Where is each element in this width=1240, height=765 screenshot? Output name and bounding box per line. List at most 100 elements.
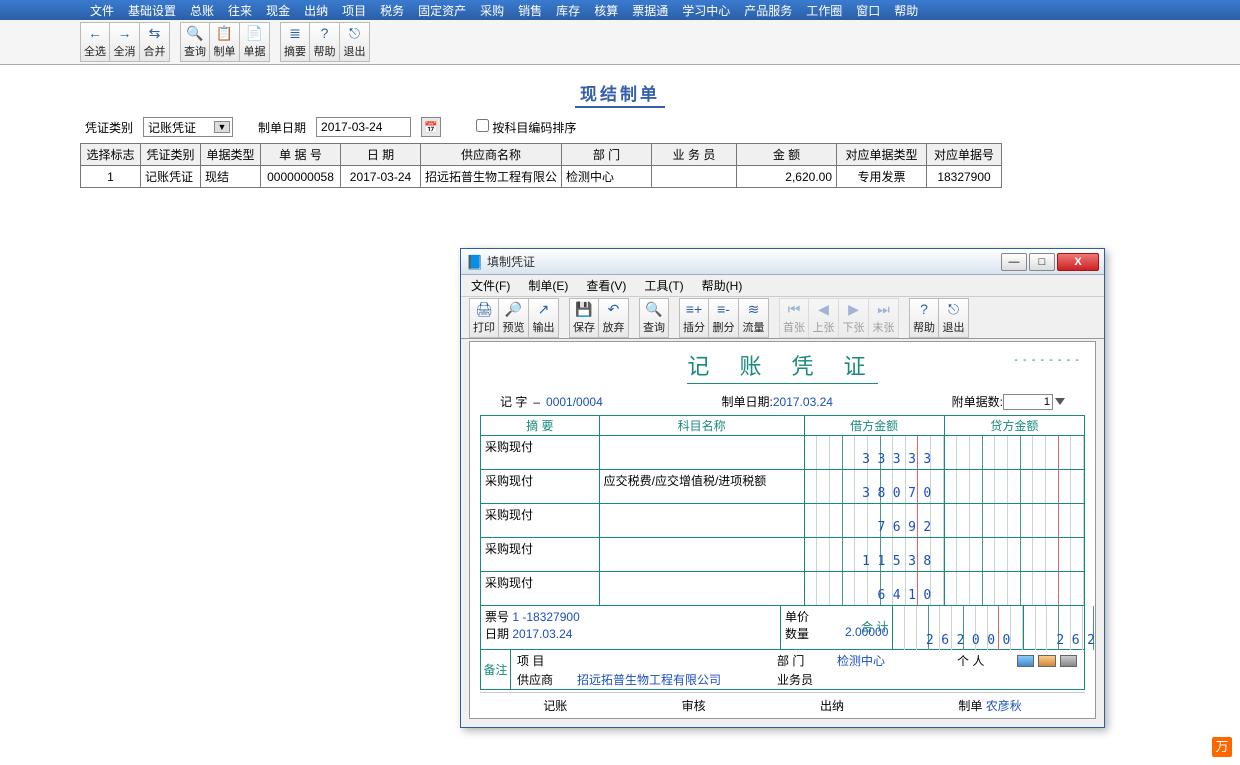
col-0[interactable]: 选择标志 (81, 144, 141, 166)
vmenu-工具(T)[interactable]: 工具(T) (644, 277, 683, 294)
tb-首张[interactable]: ⏮首张 (779, 298, 809, 338)
tb-帮助[interactable]: ?帮助 (909, 298, 939, 338)
col-9[interactable]: 对应单据类型 (837, 144, 927, 166)
sort-checkbox-wrap[interactable]: 按科目编码排序 (476, 119, 576, 136)
menu-帮助[interactable]: 帮助 (894, 2, 918, 19)
tb-退出[interactable]: ⎋退出 (939, 298, 969, 338)
vmenu-制单(E)[interactable]: 制单(E) (528, 277, 568, 294)
tb-末张[interactable]: ⏭末张 (869, 298, 899, 338)
dropdown-icon[interactable] (1055, 398, 1065, 405)
vmenu-帮助(H)[interactable]: 帮助(H) (702, 277, 743, 294)
tb-制单[interactable]: 📋制单 (210, 22, 240, 62)
vmenu-查看(V)[interactable]: 查看(V) (586, 277, 626, 294)
menu-文件[interactable]: 文件 (90, 2, 114, 19)
col-6[interactable]: 部 门 (562, 144, 652, 166)
ledger-row[interactable]: 采购现付7692 (481, 504, 1085, 538)
menu-票据通[interactable]: 票据通 (632, 2, 668, 19)
tb-输出[interactable]: ↗输出 (529, 298, 559, 338)
voucher-seq: 0001/0004 (546, 395, 603, 409)
col-3[interactable]: 单 据 号 (261, 144, 341, 166)
voucher-menubar[interactable]: 文件(F) 制单(E) 查看(V) 工具(T) 帮助(H) (461, 275, 1104, 297)
voucher-heading: 记 账 凭 证 (480, 346, 1085, 390)
maximize-button[interactable]: □ (1029, 253, 1055, 271)
tb-退出[interactable]: ⎋退出 (340, 22, 370, 62)
voucher-window: 📘 填制凭证 — □ X 文件(F) 制单(E) 查看(V) 工具(T) 帮助(H) 🖨… (460, 248, 1105, 728)
menu-基础设置[interactable]: 基础设置 (128, 2, 176, 19)
menu-税务[interactable]: 税务 (380, 2, 404, 19)
ledger-row[interactable]: 采购现付应交税费/应交增值税/进项税额38070 (481, 470, 1085, 504)
voucher-type-select[interactable]: 记账凭证 (143, 117, 233, 137)
tb-上张[interactable]: ◀上张 (809, 298, 839, 338)
menu-产品服务[interactable]: 产品服务 (744, 2, 792, 19)
menu-固定资产[interactable]: 固定资产 (418, 2, 466, 19)
person-chips[interactable] (1017, 655, 1077, 667)
main-menubar[interactable]: 文件基础设置总账往来现金出纳项目税务固定资产采购销售库存核算票据通学习中心产品服… (0, 0, 1240, 20)
date-picker-button[interactable]: 📅 (421, 117, 441, 137)
voucher-window-icon: 📘 (466, 254, 482, 270)
menu-现金[interactable]: 现金 (266, 2, 290, 19)
ticket-info: 票号 1 -18327900 日期 2017.03.24 (481, 606, 781, 650)
ledger-footer: 票号 1 -18327900 日期 2017.03.24 单价 数量2.0000… (480, 606, 1085, 650)
menu-采购[interactable]: 采购 (480, 2, 504, 19)
remarks-row: 备注 项 目 部 门检测中心 个 人 供应商招远拓普生物工程有限公司 业务员 (480, 650, 1085, 690)
main-toolbar: ←全选→全消⇆合并 🔍查询📋制单📄单据 ≣摘要?帮助⎋退出 (0, 20, 1240, 65)
col-8[interactable]: 金 额 (737, 144, 837, 166)
menu-学习中心[interactable]: 学习中心 (682, 2, 730, 19)
tb-查询[interactable]: 🔍查询 (180, 22, 210, 62)
tb-全消[interactable]: →全消 (110, 22, 140, 62)
corner-badge[interactable]: 万 (1212, 737, 1232, 757)
date-label: 制单日期 (258, 119, 306, 136)
result-grid[interactable]: 选择标志凭证类别单据类型单 据 号日 期供应商名称部 门业 务 员金 额对应单据… (80, 143, 1002, 188)
tb-下张[interactable]: ▶下张 (839, 298, 869, 338)
ledger-row[interactable]: 采购现付6410 (481, 572, 1085, 606)
voucher-body: - - - - - - - - 记 账 凭 证 记 字 – 0001/0004 … (469, 341, 1096, 719)
tb-单据[interactable]: 📄单据 (240, 22, 270, 62)
menu-工作圈[interactable]: 工作圈 (806, 2, 842, 19)
close-button[interactable]: X (1057, 253, 1099, 271)
voucher-type-label: 凭证类别 (85, 119, 133, 136)
col-5[interactable]: 供应商名称 (421, 144, 562, 166)
tb-流量[interactable]: ≋流量 (739, 298, 769, 338)
totals: 262000 262000 (893, 606, 1096, 650)
menu-项目[interactable]: 项目 (342, 2, 366, 19)
minimize-button[interactable]: — (1001, 253, 1027, 271)
menu-往来[interactable]: 往来 (228, 2, 252, 19)
ledger-row[interactable]: 采购现付11538 (481, 538, 1085, 572)
menu-窗口[interactable]: 窗口 (856, 2, 880, 19)
col-2[interactable]: 单据类型 (201, 144, 261, 166)
tb-摘要[interactable]: ≣摘要 (280, 22, 310, 62)
price-qty: 单价 数量2.00000 合 计 (781, 606, 893, 650)
menu-出纳[interactable]: 出纳 (304, 2, 328, 19)
tb-帮助[interactable]: ?帮助 (310, 22, 340, 62)
col-10[interactable]: 对应单据号 (927, 144, 1002, 166)
voucher-info-row: 记 字 – 0001/0004 制单日期: 2017.03.24 附单据数: (480, 390, 1085, 413)
voucher-window-titlebar[interactable]: 📘 填制凭证 — □ X (461, 249, 1104, 275)
menu-总账[interactable]: 总账 (190, 2, 214, 19)
menu-库存[interactable]: 库存 (556, 2, 580, 19)
menu-销售[interactable]: 销售 (518, 2, 542, 19)
ledger-table[interactable]: 摘 要科目名称借方金额贷方金额采购现付33333采购现付应交税费/应交增值税/进… (480, 415, 1085, 606)
tb-删分[interactable]: ≡-删分 (709, 298, 739, 338)
attach-count-input[interactable] (1003, 394, 1053, 410)
tb-放弃[interactable]: ↶放弃 (599, 298, 629, 338)
tb-打印[interactable]: 🖨打印 (469, 298, 499, 338)
ledger-row[interactable]: 采购现付33333 (481, 436, 1085, 470)
tb-插分[interactable]: ≡+插分 (679, 298, 709, 338)
vmenu-文件(F)[interactable]: 文件(F) (471, 277, 510, 294)
filter-row: 凭证类别 记账凭证 制单日期 📅 按科目编码排序 (0, 113, 1240, 141)
col-7[interactable]: 业 务 员 (652, 144, 737, 166)
sort-checkbox[interactable] (476, 119, 489, 132)
date-input[interactable] (316, 117, 411, 137)
tb-保存[interactable]: 💾保存 (569, 298, 599, 338)
page-title-row: 现结制单 (0, 65, 1240, 113)
voucher-toolbar: 🖨打印🔎预览↗输出 💾保存↶放弃 🔍查询 ≡+插分≡-删分≋流量 ⏮首张◀上张▶下张⏭末… (461, 297, 1104, 339)
tb-预览[interactable]: 🔎预览 (499, 298, 529, 338)
table-row[interactable]: 1记账凭证现结00000000582017-03-24招远拓普生物工程有限公检测… (81, 166, 1002, 188)
menu-核算[interactable]: 核算 (594, 2, 618, 19)
col-1[interactable]: 凭证类别 (141, 144, 201, 166)
tb-合并[interactable]: ⇆合并 (140, 22, 170, 62)
tb-全选[interactable]: ←全选 (80, 22, 110, 62)
tb-查询[interactable]: 🔍查询 (639, 298, 669, 338)
col-4[interactable]: 日 期 (341, 144, 421, 166)
page-title: 现结制单 (575, 83, 665, 108)
